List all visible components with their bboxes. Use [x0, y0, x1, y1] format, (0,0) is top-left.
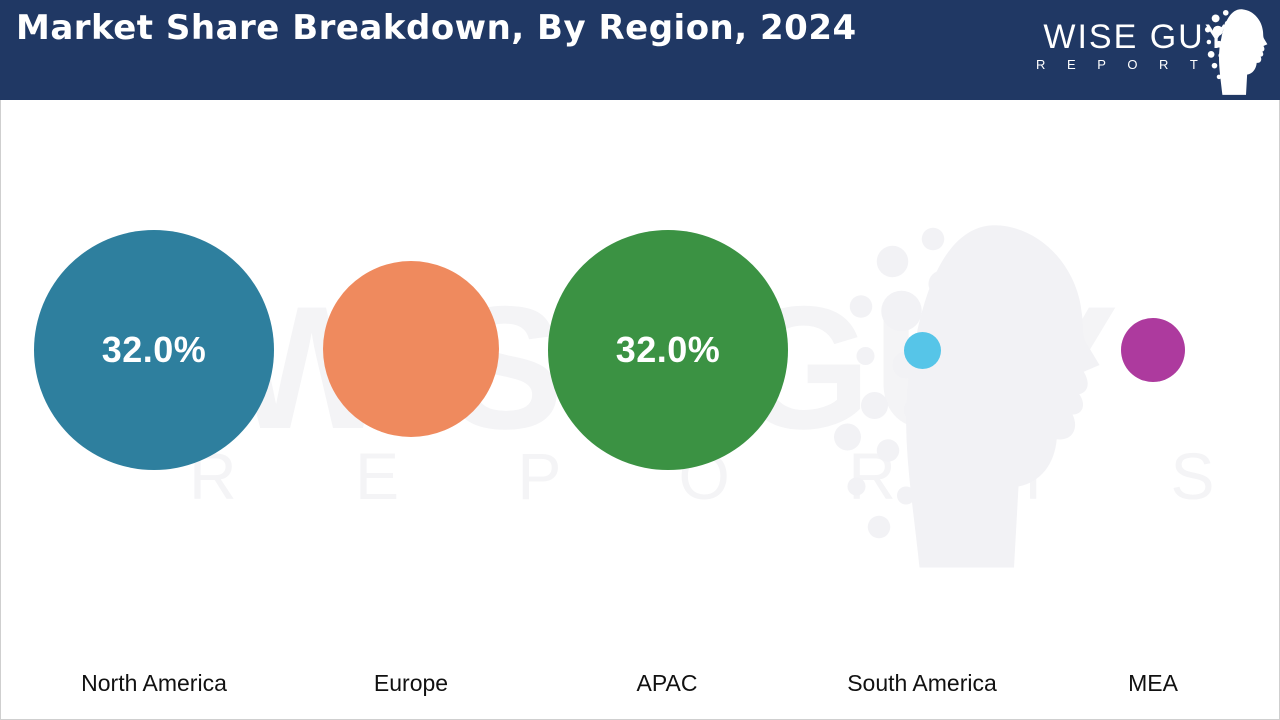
category-label-mea: MEA — [1128, 670, 1178, 696]
bubble-mea — [1121, 318, 1185, 382]
category-label-north-america: North America — [81, 670, 227, 696]
chart-area: WISE GUY R E P O R T S 32.0% 32.0% North… — [0, 100, 1280, 720]
watermark-dotted-head-icon — [834, 225, 1100, 568]
category-label-south-america: South America — [847, 670, 997, 696]
category-label-europe: Europe — [373, 670, 449, 696]
bubble-europe — [323, 261, 499, 437]
wise-guy-reports-logo: WISE GUY R E P O R T S — [1022, 4, 1272, 96]
bubble-value-north-america: 32.0% — [101, 329, 207, 370]
bubble-apac: 32.0% — [548, 230, 788, 470]
dotted-head-icon — [1204, 9, 1268, 95]
logo-subtitle: R E P O R T S — [1036, 57, 1237, 72]
category-label-apac: APAC — [636, 670, 698, 696]
header-bar: Market Share Breakdown, By Region, 2024 … — [0, 0, 1280, 100]
logo-wordmark: WISE GUY — [1043, 18, 1230, 56]
logo-text: WISE GUY R E P O R T S — [1036, 20, 1237, 72]
bubble-value-apac: 32.0% — [615, 329, 721, 370]
bubble-north-america: 32.0% — [34, 230, 274, 470]
page-title: Market Share Breakdown, By Region, 2024 — [16, 8, 857, 48]
bubble-south-america — [904, 332, 941, 369]
